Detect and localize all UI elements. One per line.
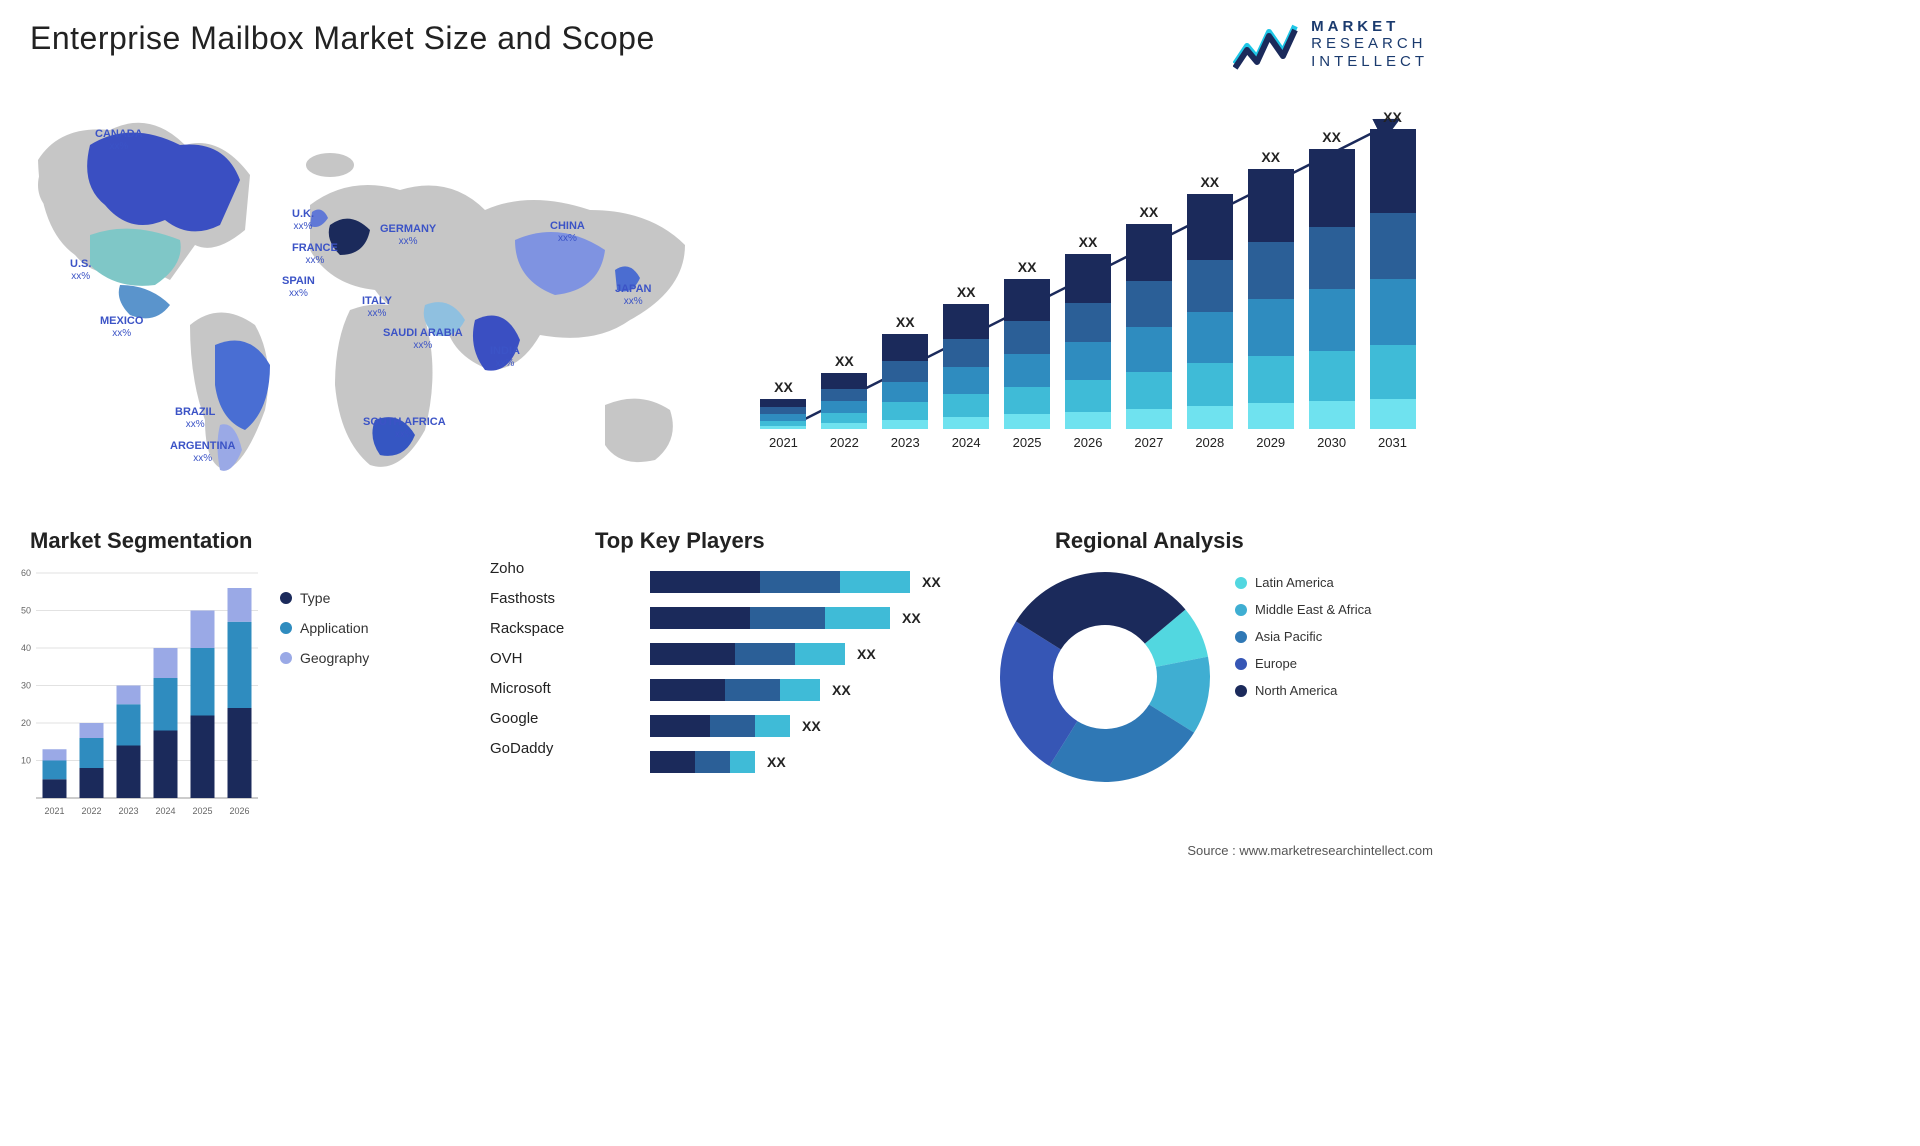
player-name: Zoho [490,560,564,577]
map-label: SOUTH AFRICAxx% [363,416,446,441]
kp-row: XX [650,750,960,774]
kp-row: XX [650,678,960,702]
growth-column: XX2025 [1002,279,1053,450]
map-label: SPAINxx% [282,275,315,300]
map-label: MEXICOxx% [100,315,143,340]
svg-text:2023: 2023 [118,806,138,816]
map-label: BRAZILxx% [175,406,215,431]
map-label: U.S.xx% [70,258,91,283]
source-label: Source : www.marketresearchintellect.com [1187,843,1433,858]
map-label: GERMANYxx% [380,223,436,248]
growth-column: XX2028 [1184,194,1235,450]
svg-text:40: 40 [21,643,31,653]
key-players-bars: XX XX XX XX XX XX [650,570,960,786]
legend-item: Type [280,590,369,606]
legend-item: North America [1235,683,1371,698]
legend-item: Application [280,620,369,636]
svg-text:2026: 2026 [229,806,249,816]
growth-column: XX2027 [1123,224,1174,450]
growth-column: XX2031 [1367,129,1418,450]
regional-legend: Latin America Middle East & Africa Asia Pa… [1235,575,1371,710]
kp-row: XX [650,642,960,666]
map-label: CHINAxx% [550,220,585,245]
logo-mark-icon [1233,18,1299,70]
segmentation-legend: Type Application Geography [280,590,369,680]
growth-column: XX2026 [1063,254,1114,450]
svg-text:50: 50 [21,606,31,616]
map-label: ITALYxx% [362,295,392,320]
map-label: CANADAxx% [95,128,143,153]
player-name: Rackspace [490,620,564,637]
map-label: U.K.xx% [292,208,314,233]
map-label: FRANCExx% [292,242,338,267]
growth-column: XX2021 [758,399,809,450]
kp-row: XX [650,570,960,594]
key-players-title: Top Key Players [595,528,765,554]
svg-text:2024: 2024 [155,806,175,816]
player-name: OVH [490,650,564,667]
kp-row: XX [650,714,960,738]
logo-text: MARKET RESEARCH INTELLECT [1311,18,1428,70]
growth-column: XX2022 [819,373,870,450]
svg-text:30: 30 [21,681,31,691]
map-label: ARGENTINAxx% [170,440,235,465]
svg-text:10: 10 [21,756,31,766]
map-label: SAUDI ARABIAxx% [383,327,463,352]
page-title: Enterprise Mailbox Market Size and Scope [30,20,655,57]
svg-text:2021: 2021 [44,806,64,816]
legend-item: Geography [280,650,369,666]
svg-text:60: 60 [21,568,31,578]
svg-text:2022: 2022 [81,806,101,816]
svg-text:20: 20 [21,718,31,728]
segmentation-title: Market Segmentation [30,528,253,554]
growth-column: XX2029 [1245,169,1296,450]
growth-column: XX2030 [1306,149,1357,450]
growth-column: XX2024 [941,304,992,450]
growth-chart: XX2021XX2022XX2023XX2024XX2025XX2026XX20… [758,90,1418,480]
svg-text:2025: 2025 [192,806,212,816]
player-name: Google [490,710,564,727]
legend-item: Latin America [1235,575,1371,590]
logo: MARKET RESEARCH INTELLECT [1233,18,1428,70]
map-label: INDIAxx% [490,345,520,370]
player-list: Zoho Fasthosts Rackspace OVH Microsoft Google… [490,560,564,770]
regional-donut [990,562,1220,792]
regional-title: Regional Analysis [1055,528,1244,554]
growth-column: XX2023 [880,334,931,450]
player-name: Microsoft [490,680,564,697]
map-label: JAPANxx% [615,283,651,308]
player-name: Fasthosts [490,590,564,607]
world-map: CANADAxx% U.S.xx% MEXICOxx% BRAZILxx% ARGENT… [20,90,720,480]
segmentation-chart: 10 20 30 40 50 60 2021 2022 2023 2024 2025 2026 [8,565,263,820]
kp-row: XX [650,606,960,630]
legend-item: Middle East & Africa [1235,602,1371,617]
legend-item: Asia Pacific [1235,629,1371,644]
player-name: GoDaddy [490,740,564,757]
legend-item: Europe [1235,656,1371,671]
